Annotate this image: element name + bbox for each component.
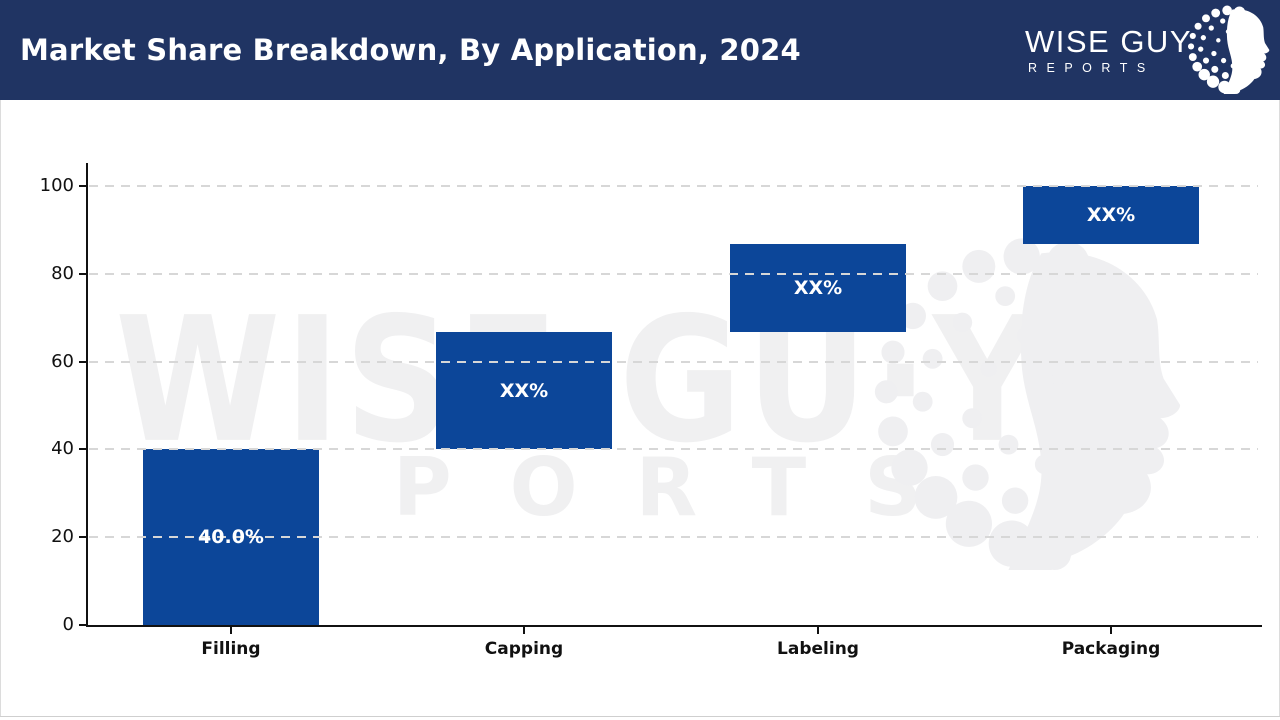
y-tick: [79, 536, 86, 538]
x-axis-label-filling: Filling: [201, 639, 261, 659]
brand-name: WISE GUY: [1024, 23, 1192, 59]
page-border-left: [0, 100, 1, 717]
y-tick: [79, 185, 86, 187]
brand-wordmark: WISE GUY REPORTS: [1025, 26, 1192, 75]
y-tick: [79, 448, 86, 450]
y-tick: [79, 361, 86, 363]
page-border-bottom: [0, 716, 1280, 717]
brand-subtitle: REPORTS: [1027, 60, 1155, 75]
bar-packaging: [1023, 186, 1199, 244]
x-axis-label-packaging: Packaging: [1061, 639, 1161, 659]
watermark-text-line2: PORTS: [393, 441, 980, 534]
bar-labeling: [730, 244, 906, 332]
y-axis-label-0: 0: [62, 614, 74, 635]
y-tick: [79, 273, 86, 275]
brand-head-icon: [1187, 5, 1270, 95]
y-tick: [79, 624, 86, 626]
gridline-80: [89, 273, 1258, 275]
x-axis-label-capping: Capping: [484, 639, 564, 659]
gridline-40: [89, 448, 1258, 450]
x-axis-label-labeling: Labeling: [777, 639, 859, 659]
y-axis-label-20: 20: [51, 526, 74, 547]
bar-capping: [436, 332, 612, 449]
bar-value-label: 40.0%: [198, 526, 264, 548]
header-bar: Market Share Breakdown, By Application, …: [0, 0, 1280, 100]
gridline-20: [89, 536, 1258, 538]
y-axis-label-60: 60: [51, 351, 74, 372]
watermark-head-graphic: [874, 238, 1181, 570]
y-axis-label-100: 100: [39, 175, 74, 196]
bar-value-label: XX%: [793, 277, 843, 299]
y-axis-spine: [86, 163, 88, 627]
x-tick: [523, 627, 525, 634]
bar-value-label: XX%: [499, 379, 549, 402]
x-tick: [230, 627, 232, 634]
y-axis-label-40: 40: [51, 438, 74, 459]
gridline-60: [89, 361, 1258, 363]
x-axis-spine: [86, 625, 1262, 627]
x-tick: [1110, 627, 1112, 634]
gridline-100: [89, 185, 1258, 187]
chart-title: Market Share Breakdown, By Application, …: [20, 33, 801, 67]
y-axis-label-80: 80: [51, 263, 74, 284]
bar-value-label: XX%: [1086, 204, 1136, 226]
brand-logo: WISE GUY REPORTS: [1025, 0, 1272, 100]
x-tick: [817, 627, 819, 634]
